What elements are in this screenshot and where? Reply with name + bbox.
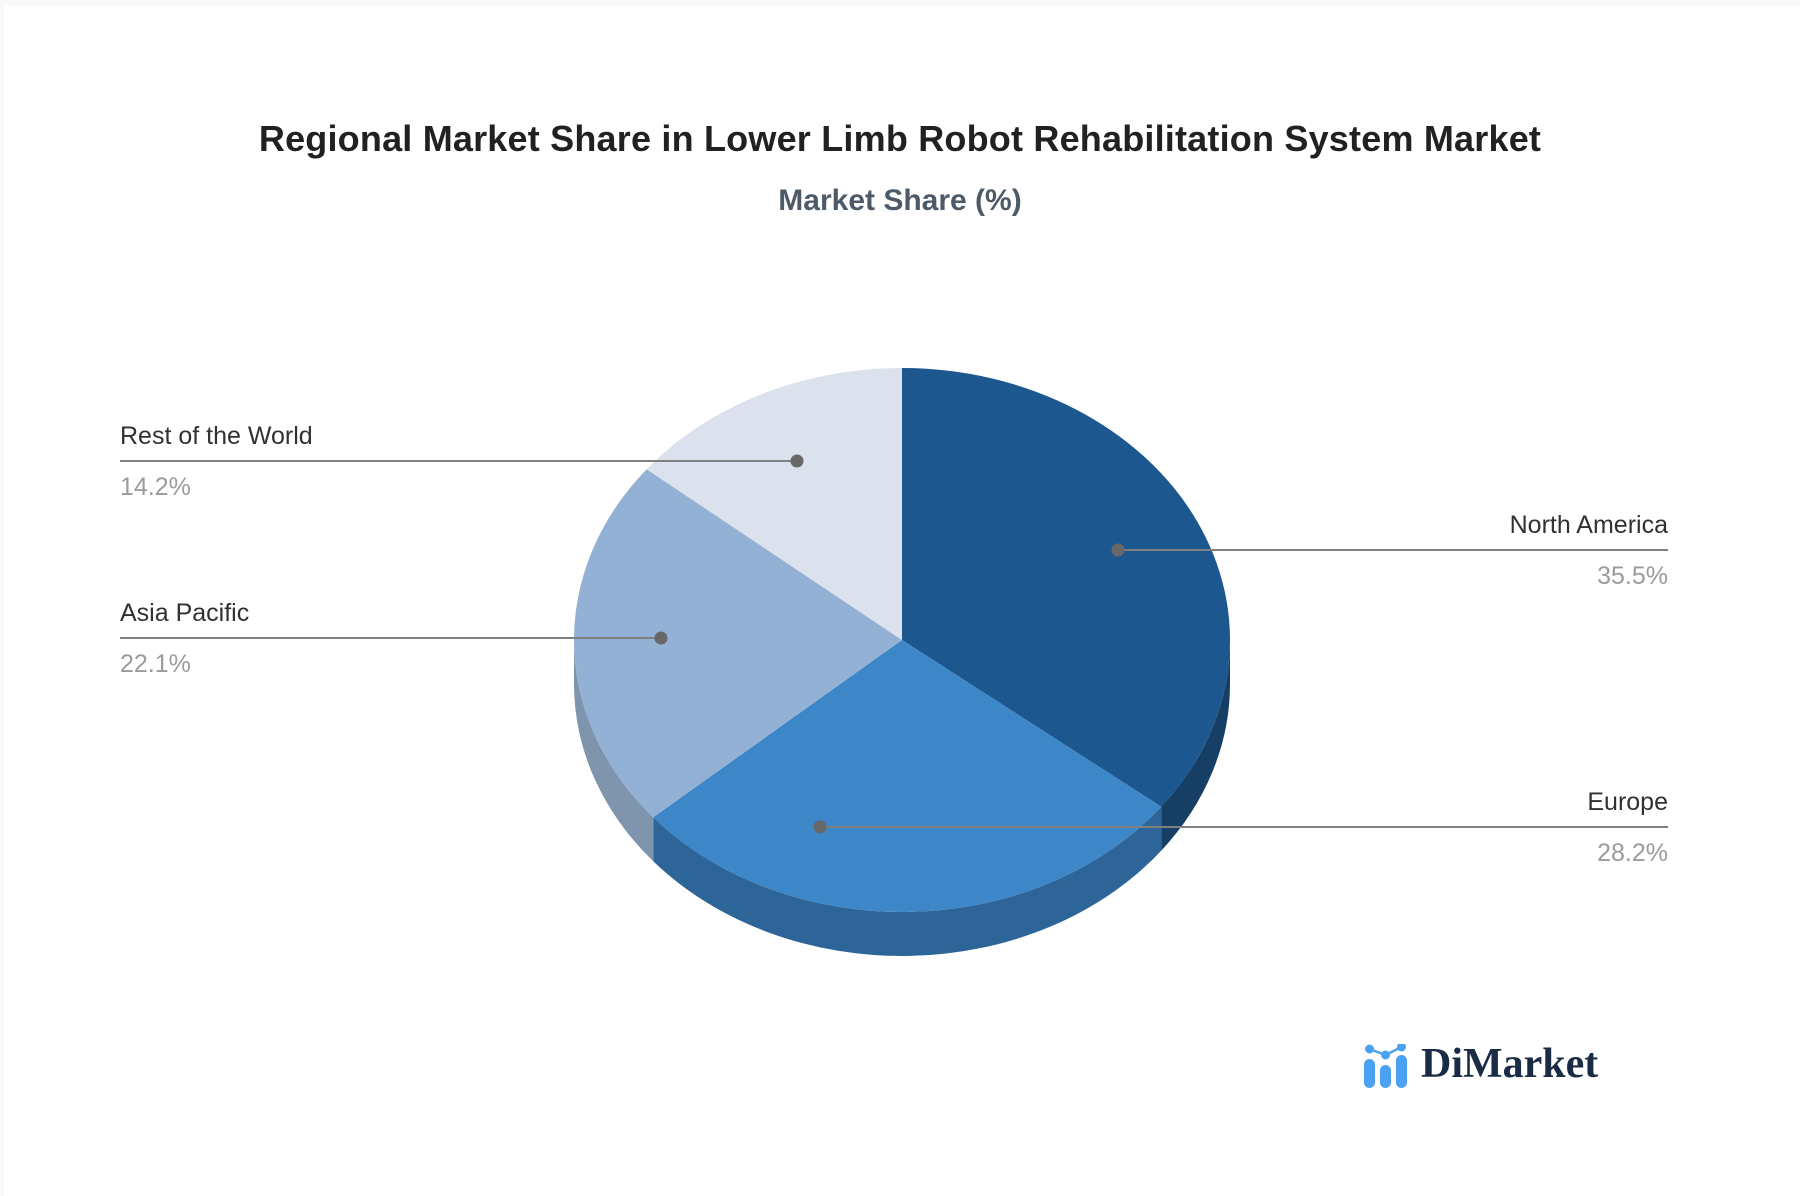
bar-line-chart-icon (1364, 1044, 1407, 1088)
slice-percent-rest-of-the-world: 14.2% (120, 473, 191, 501)
leader-dot-europe (813, 820, 827, 834)
pie-slice-asia-pacific[interactable] (574, 469, 902, 818)
pie-slice-side-north-america (1161, 640, 1230, 851)
slice-label-europe: Europe (1587, 788, 1668, 816)
leader-dot-asia-pacific (654, 631, 668, 645)
slice-label-rest-of-the-world: Rest of the World (120, 422, 313, 450)
page-edge-left (0, 0, 4, 1196)
pie-slice-north-america[interactable] (902, 368, 1230, 807)
leader-dot-rest-of-the-world (790, 454, 804, 468)
brand-name: DiMarket (1421, 1041, 1599, 1087)
page-edge-top (0, 0, 1800, 6)
slice-label-north-america: North America (1509, 511, 1668, 539)
dimarket-logo[interactable]: DiMarket (1363, 1040, 1598, 1088)
leader-dot-north-america (1111, 543, 1125, 557)
page-title: Regional Market Share in Lower Limb Robo… (258, 118, 1542, 159)
slice-percent-asia-pacific: 22.1% (120, 650, 191, 678)
slice-percent-europe: 28.2% (1597, 839, 1668, 867)
slice-percent-north-america: 35.5% (1597, 562, 1668, 590)
chart-subtitle: Market Share (%) (778, 184, 1022, 217)
pie-slice-side-europe (653, 806, 1162, 956)
pie-slice-europe[interactable] (653, 640, 1162, 913)
pie-slice-side-asia-pacific (574, 640, 654, 862)
pie-slice-rest-of-the-world[interactable] (646, 368, 902, 640)
slice-label-asia-pacific: Asia Pacific (120, 599, 250, 627)
